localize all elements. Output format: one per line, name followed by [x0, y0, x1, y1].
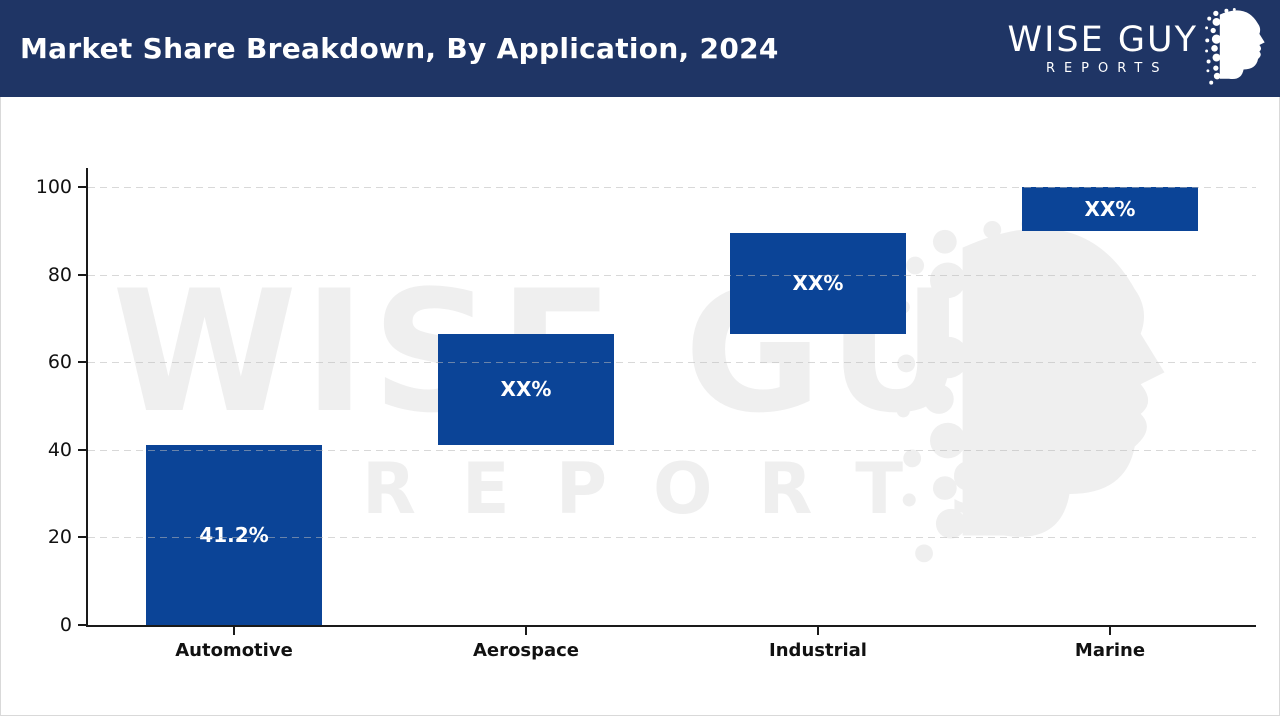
y-axis-spine	[86, 168, 88, 627]
bar-industrial: XX%	[730, 232, 906, 334]
logo-text: WISE GUY REPORTS	[1007, 19, 1198, 76]
y-tick-0	[78, 624, 87, 626]
page-title: Market Share Breakdown, By Application, …	[20, 32, 779, 65]
gridline-60	[88, 362, 1256, 364]
gridline-40	[88, 449, 1256, 451]
x-tick-label-marine: Marine	[1074, 640, 1146, 661]
bar-marine: XX%	[1022, 187, 1198, 231]
x-tick-marine	[1109, 627, 1111, 635]
waterfall-chart: 41.2% Automotive XX% Aerospace XX% Industrial…	[0, 97, 1280, 717]
bar-label-marine: XX%	[1084, 196, 1136, 221]
bar-label-aerospace: XX%	[500, 377, 552, 402]
y-tick-label-0: 0	[59, 614, 72, 636]
y-tick-20	[78, 536, 87, 539]
watermark-line2: REPORTS	[362, 448, 1046, 530]
y-tick-label-20: 20	[47, 526, 72, 549]
dotted-head-logo-icon	[1205, 7, 1265, 85]
wise-guy-reports-logo: WISE GUY REPORTS	[1007, 7, 1266, 91]
header-bar: Market Share Breakdown, By Application, …	[0, 0, 1280, 97]
x-tick-label-automotive: Automotive	[175, 640, 293, 661]
y-tick-80	[78, 273, 87, 276]
y-tick-label-100: 100	[35, 176, 72, 198]
gridline-80	[88, 274, 1256, 276]
bar-label-automotive: 41.2%	[199, 522, 269, 547]
x-tick-aerospace	[525, 627, 527, 635]
logo-subtitle: REPORTS	[1045, 60, 1169, 76]
y-tick-label-60: 60	[47, 351, 72, 374]
y-tick-label-80: 80	[47, 263, 72, 286]
x-axis-spine	[86, 625, 1256, 627]
y-tick-100	[78, 186, 87, 188]
y-tick-60	[78, 361, 87, 364]
y-tick-label-40: 40	[47, 438, 72, 461]
watermark-head-icon	[896, 218, 1165, 563]
gridline-100	[88, 187, 1256, 188]
x-tick-automotive	[233, 627, 235, 635]
x-tick-label-aerospace: Aerospace	[472, 640, 580, 661]
y-tick-40	[78, 448, 87, 451]
x-tick-label-industrial: Industrial	[769, 640, 867, 661]
gridline-20	[88, 537, 1256, 539]
bar-aerospace: XX%	[438, 333, 614, 445]
bar-automotive: 41.2%	[146, 444, 322, 625]
logo-wordmark: WISE GUY	[1007, 19, 1198, 60]
x-tick-industrial	[817, 627, 819, 635]
